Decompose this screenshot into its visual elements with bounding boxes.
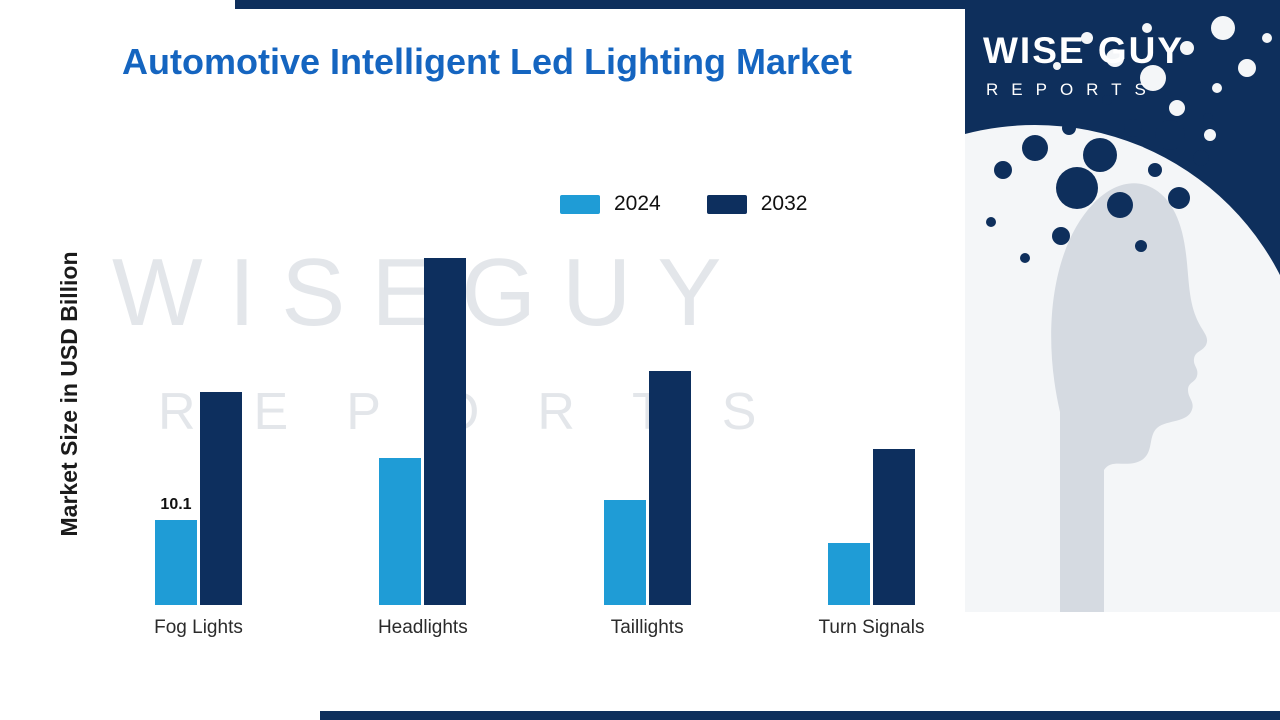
y-axis-label: Market Size in USD Billion bbox=[56, 251, 82, 537]
category-label: Fog Lights bbox=[154, 617, 243, 638]
legend-item-2024: 2024 bbox=[560, 192, 661, 216]
category-label: Taillights bbox=[610, 617, 684, 638]
bar-group: 10.1 Fog Lights bbox=[154, 245, 243, 638]
legend-item-2032: 2032 bbox=[706, 192, 808, 216]
brand-wordmark: WISE GUY bbox=[983, 30, 1185, 71]
bar-2032-headlights bbox=[424, 258, 467, 605]
brand-panel: WISE GUY REPORTS bbox=[965, 0, 1280, 612]
top-accent-stripe bbox=[235, 0, 1280, 9]
bar-group: Turn Signals bbox=[819, 245, 924, 638]
bottom-accent-stripe bbox=[320, 711, 1280, 720]
brand-wordmark-sub: REPORTS bbox=[986, 80, 1159, 99]
bar-2032-fog-lights bbox=[200, 392, 242, 605]
page-title: Automotive Intelligent Led Lighting Mark… bbox=[122, 41, 853, 82]
bar-2032-turn-signals bbox=[872, 449, 915, 605]
legend-label-2032: 2032 bbox=[760, 192, 808, 215]
bar-value-label: 10.1 bbox=[160, 496, 192, 513]
legend-label-2024: 2024 bbox=[614, 192, 661, 215]
bar-pair: 10.1 bbox=[155, 245, 242, 605]
bar-2024-turn-signals bbox=[827, 543, 870, 605]
bar-2032-taillights bbox=[648, 371, 691, 605]
bar-2024-taillights bbox=[603, 500, 646, 605]
bar-group: Taillights bbox=[603, 245, 691, 638]
brand-text: WISE GUY REPORTS bbox=[983, 30, 1184, 100]
face-dots-art bbox=[965, 0, 1280, 612]
plot-area: 10.1 Fog Lights Headlights Taillights Turn S… bbox=[154, 245, 924, 638]
bar-group: Headlights bbox=[378, 245, 468, 638]
bar-pair bbox=[827, 245, 915, 605]
bar-2024-headlights bbox=[379, 458, 422, 605]
bar-pair bbox=[603, 245, 691, 605]
bar-pair bbox=[379, 245, 467, 605]
category-label: Turn Signals bbox=[818, 617, 925, 638]
category-label: Headlights bbox=[377, 617, 468, 638]
legend-swatch-2032 bbox=[706, 194, 747, 214]
legend-swatch-2024 bbox=[560, 194, 600, 214]
bar-2024-fog-lights: 10.1 bbox=[155, 496, 197, 605]
chart-legend: 2024 2032 bbox=[560, 192, 807, 216]
